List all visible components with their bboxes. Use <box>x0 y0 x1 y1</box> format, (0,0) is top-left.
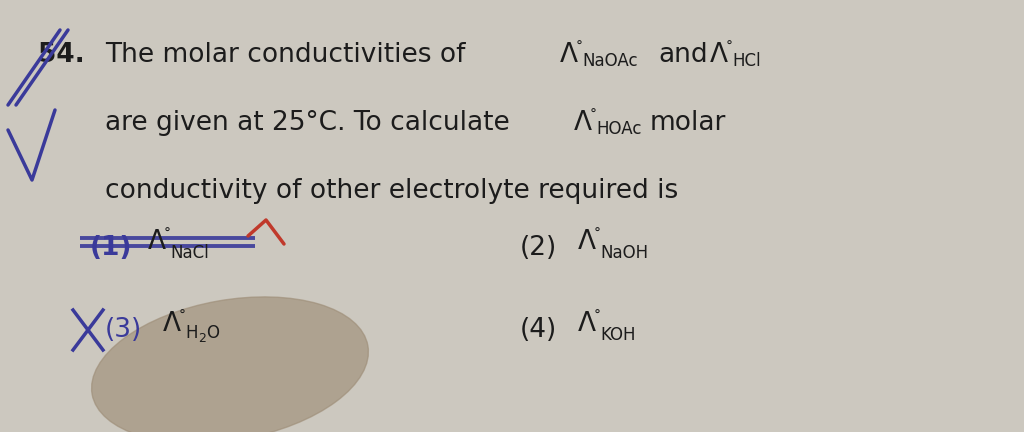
Text: O: O <box>206 324 219 342</box>
Text: °: ° <box>179 309 186 323</box>
Ellipse shape <box>91 297 369 432</box>
Text: Λ: Λ <box>710 42 728 68</box>
Text: Λ: Λ <box>163 311 181 337</box>
Text: Λ: Λ <box>574 110 592 136</box>
Text: NaOAc: NaOAc <box>582 52 638 70</box>
Text: The molar conductivities of: The molar conductivities of <box>105 42 466 68</box>
Text: Λ: Λ <box>148 229 166 255</box>
Text: (2): (2) <box>520 235 557 261</box>
Text: NaOH: NaOH <box>600 244 648 262</box>
Text: 54.: 54. <box>38 42 85 68</box>
Text: NaCl: NaCl <box>170 244 209 262</box>
Text: (4): (4) <box>520 317 557 343</box>
Text: °: ° <box>575 40 583 54</box>
Text: 2: 2 <box>198 333 206 346</box>
Text: HCl: HCl <box>732 52 761 70</box>
Text: molar: molar <box>650 110 726 136</box>
Text: °: ° <box>594 227 601 241</box>
Text: (1): (1) <box>90 235 132 261</box>
Text: HOAc: HOAc <box>596 120 641 138</box>
Text: and: and <box>658 42 708 68</box>
Text: are given at 25°C. To calculate: are given at 25°C. To calculate <box>105 110 510 136</box>
Text: (3): (3) <box>105 317 142 343</box>
Text: °: ° <box>726 40 733 54</box>
Text: Λ: Λ <box>560 42 578 68</box>
Text: Λ: Λ <box>578 229 596 255</box>
Text: H: H <box>185 324 198 342</box>
Text: KOH: KOH <box>600 326 636 344</box>
Text: conductivity of other electrolyte required is: conductivity of other electrolyte requir… <box>105 178 678 204</box>
Text: °: ° <box>594 309 601 323</box>
Text: °: ° <box>590 108 597 122</box>
Text: °: ° <box>164 227 171 241</box>
Text: Λ: Λ <box>578 311 596 337</box>
